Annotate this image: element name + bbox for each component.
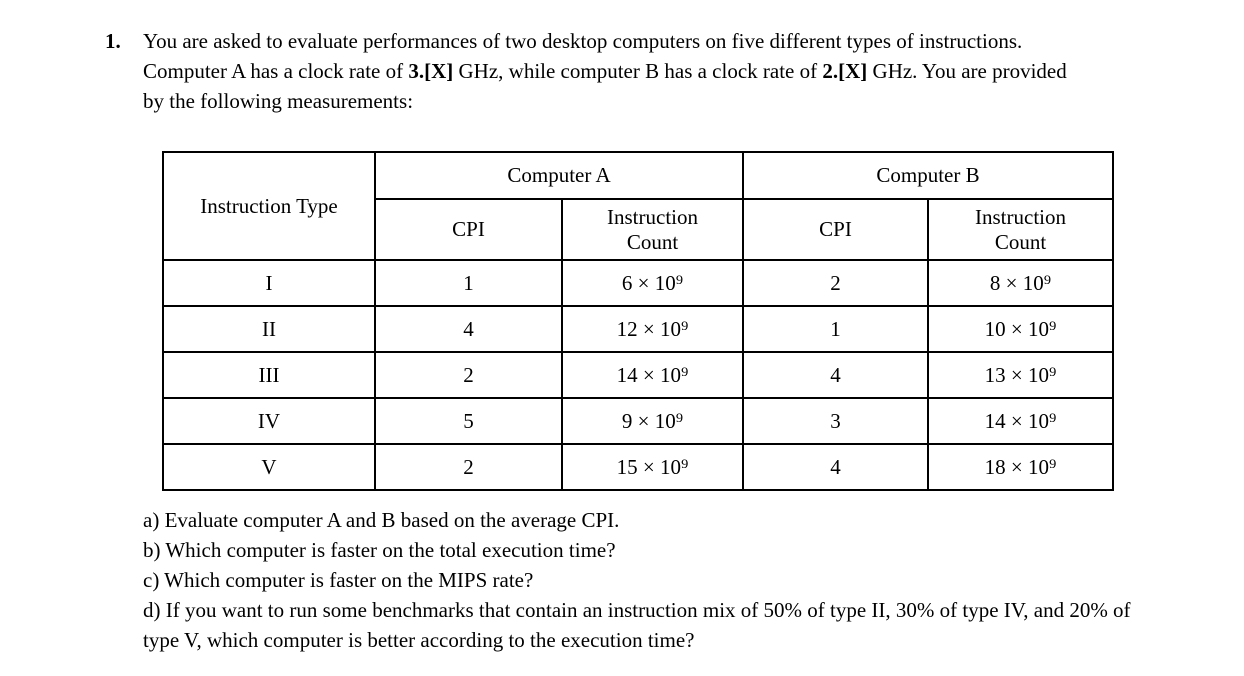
cell-a-cpi: 2 bbox=[374, 443, 563, 491]
cell-b-count: 8 × 10⁹ bbox=[927, 259, 1114, 307]
cell-type: III bbox=[162, 351, 376, 399]
cell-a-cpi: 2 bbox=[374, 351, 563, 399]
header-instruction-type: Instruction Type bbox=[162, 151, 376, 261]
cell-b-count: 14 × 10⁹ bbox=[927, 397, 1114, 445]
intro-part3: GHz. You are provided by the following m… bbox=[143, 59, 1067, 113]
table-header-row-subcolumns: CPI Instruction Count CPI Instruction Co… bbox=[163, 198, 1114, 261]
question-a: a) Evaluate computer A and B based on th… bbox=[143, 508, 620, 532]
problem-number: 1. bbox=[105, 29, 121, 53]
question-c: c) Which computer is faster on the MIPS … bbox=[143, 568, 534, 592]
cell-b-cpi: 4 bbox=[742, 443, 929, 491]
clock-rate-a: 3.[X] bbox=[408, 59, 454, 83]
cell-a-count: 14 × 10⁹ bbox=[561, 351, 744, 399]
table-row-type-4: IV 5 9 × 10⁹ 3 14 × 10⁹ bbox=[162, 397, 1114, 445]
intro-part2: GHz, while computer B has a clock rate o… bbox=[453, 59, 823, 83]
cell-b-cpi: 3 bbox=[742, 397, 929, 445]
cell-type: V bbox=[162, 443, 376, 491]
table-row-type-1: I 1 6 × 10⁹ 2 8 × 10⁹ bbox=[162, 259, 1114, 307]
header-cpi-a: CPI bbox=[374, 198, 563, 261]
table-header-row-groups: Instruction Type Computer A Computer B bbox=[162, 151, 1114, 261]
table-row-type-5: V 2 15 × 10⁹ 4 18 × 10⁹ bbox=[162, 443, 1114, 491]
clock-rate-b: 2.[X] bbox=[822, 59, 868, 83]
table-row-type-2: II 4 12 × 10⁹ 1 10 × 10⁹ bbox=[162, 305, 1114, 353]
problem-intro-text: You are asked to evaluate performances o… bbox=[143, 26, 1081, 116]
cell-b-count: 10 × 10⁹ bbox=[927, 305, 1114, 353]
cell-b-count: 18 × 10⁹ bbox=[927, 443, 1114, 491]
header-computer-b: Computer B bbox=[742, 151, 1114, 200]
question-d: d) If you want to run some benchmarks th… bbox=[143, 598, 1131, 652]
intro-part1: You are asked to evaluate performances o… bbox=[143, 29, 1023, 83]
cell-a-cpi: 5 bbox=[374, 397, 563, 445]
sub-questions: a) Evaluate computer A and B based on th… bbox=[143, 505, 1133, 655]
cell-type: I bbox=[162, 259, 376, 307]
cell-a-cpi: 1 bbox=[374, 259, 563, 307]
problem-statement: 1. You are asked to evaluate performance… bbox=[105, 26, 1184, 116]
cell-b-cpi: 1 bbox=[742, 305, 929, 353]
cell-type: IV bbox=[162, 397, 376, 445]
question-b: b) Which computer is faster on the total… bbox=[143, 538, 616, 562]
cell-a-count: 9 × 10⁹ bbox=[561, 397, 744, 445]
cell-type: II bbox=[162, 305, 376, 353]
header-cpi-b: CPI bbox=[742, 198, 929, 261]
measurements-table: Instruction Type Computer A Computer B C… bbox=[162, 151, 1114, 491]
table-row-type-3: III 2 14 × 10⁹ 4 13 × 10⁹ bbox=[162, 351, 1114, 399]
header-computer-a: Computer A bbox=[374, 151, 744, 200]
cell-b-cpi: 2 bbox=[742, 259, 929, 307]
header-instruction-count-a: Instruction Count bbox=[561, 198, 744, 261]
cell-b-count: 13 × 10⁹ bbox=[927, 351, 1114, 399]
cell-a-count: 15 × 10⁹ bbox=[561, 443, 744, 491]
cell-a-count: 12 × 10⁹ bbox=[561, 305, 744, 353]
cell-b-cpi: 4 bbox=[742, 351, 929, 399]
header-instruction-count-b: Instruction Count bbox=[927, 198, 1114, 261]
cell-a-count: 6 × 10⁹ bbox=[561, 259, 744, 307]
cell-a-cpi: 4 bbox=[374, 305, 563, 353]
